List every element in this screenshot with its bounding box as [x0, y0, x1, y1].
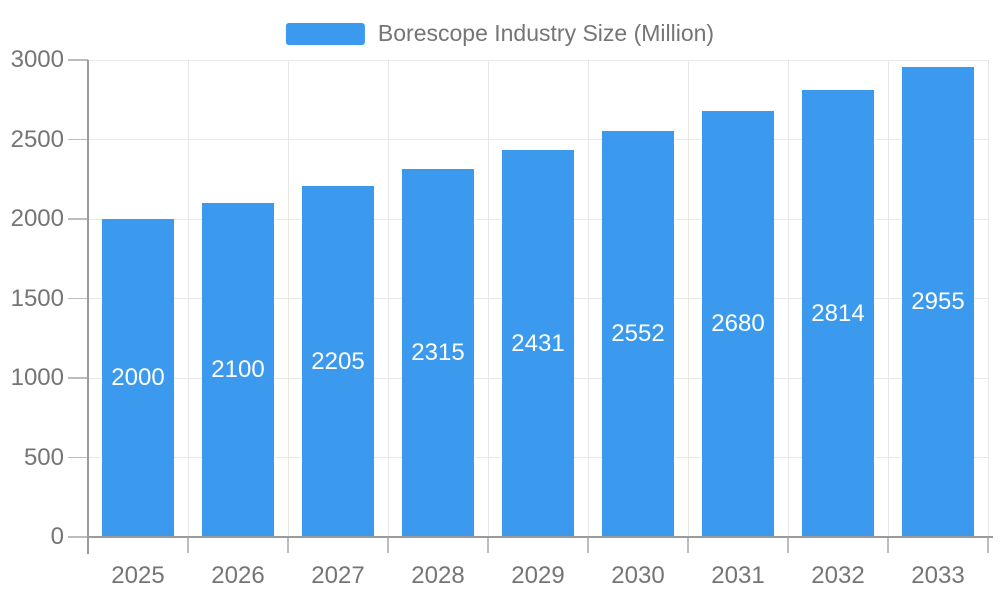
y-axis-tick-label: 3000: [10, 46, 64, 73]
x-axis-tick: [487, 537, 489, 553]
bar[interactable]: 2552: [602, 131, 674, 537]
x-axis-tick: [787, 537, 789, 553]
bar-value-label: 2000: [111, 364, 165, 391]
gridline-vertical: [987, 60, 989, 537]
legend-swatch-icon: [285, 22, 365, 45]
gridline-vertical: [687, 60, 689, 537]
gridline-horizontal: [88, 59, 988, 61]
bar-value-label: 2100: [211, 356, 265, 383]
x-axis-tick-label: 2031: [711, 562, 765, 589]
gridline-vertical: [187, 60, 189, 537]
y-axis-tick: [68, 456, 88, 459]
gridline-horizontal: [88, 139, 988, 140]
bar-value-label: 2431: [511, 329, 565, 357]
bar-value-label: 2955: [911, 288, 965, 315]
gridline-vertical: [587, 60, 589, 537]
x-axis-tick-label: 2025: [111, 562, 165, 589]
x-axis-tick-label: 2033: [911, 562, 965, 589]
x-axis-tick: [187, 537, 189, 553]
bar-value-label: 2680: [711, 310, 765, 337]
gridline-vertical: [487, 60, 489, 537]
bar[interactable]: 2814: [802, 90, 874, 537]
y-axis-tick: [68, 138, 88, 141]
bar[interactable]: 2000: [102, 219, 174, 537]
bar[interactable]: 2315: [402, 169, 474, 537]
x-axis-tick-label: 2026: [211, 562, 265, 589]
x-axis-tick: [687, 537, 689, 553]
bar-value-label: 2315: [411, 339, 465, 366]
gridline-vertical: [887, 60, 889, 537]
bar-value-label: 2205: [311, 347, 365, 375]
bar[interactable]: 2205: [302, 186, 374, 537]
legend-item[interactable]: Borescope Industry Size (Million): [285, 20, 715, 47]
x-axis-tick: [287, 537, 289, 553]
gridline-vertical: [387, 60, 389, 537]
y-axis-tick: [68, 377, 88, 379]
gridline-vertical: [287, 60, 289, 537]
bar[interactable]: 2431: [502, 150, 574, 537]
bar-value-label: 2552: [611, 320, 665, 347]
y-axis-tick-label: 2500: [10, 125, 64, 153]
y-axis-tick: [68, 59, 88, 61]
y-axis-tick: [68, 536, 88, 538]
y-axis-tick: [68, 218, 88, 220]
y-axis-line: [87, 60, 89, 554]
y-axis-tick-label: 1000: [10, 364, 64, 391]
bar-value-label: 2814: [811, 299, 865, 327]
y-axis-tick-label: 2000: [10, 205, 64, 232]
x-axis-tick-label: 2029: [511, 562, 565, 589]
y-axis-tick-label: 0: [50, 523, 64, 550]
bar[interactable]: 2955: [902, 67, 974, 537]
x-axis-tick-label: 2027: [311, 562, 365, 589]
x-axis-tick: [887, 537, 889, 553]
x-axis-tick: [587, 537, 589, 553]
y-axis-tick-label: 500: [23, 443, 64, 471]
y-axis-tick-label: 1500: [10, 284, 64, 312]
x-axis-tick-label: 2028: [411, 562, 465, 589]
x-axis-tick: [387, 537, 389, 553]
x-axis-tick: [987, 537, 989, 553]
bar[interactable]: 2100: [202, 203, 274, 537]
x-axis-tick-label: 2030: [611, 562, 665, 589]
bar[interactable]: 2680: [702, 111, 774, 537]
gridline-vertical: [787, 60, 789, 537]
x-axis-line: [87, 536, 993, 538]
y-axis-tick: [68, 297, 88, 300]
legend-label: Borescope Industry Size (Million): [377, 20, 715, 46]
x-axis-tick-label: 2032: [811, 562, 865, 589]
